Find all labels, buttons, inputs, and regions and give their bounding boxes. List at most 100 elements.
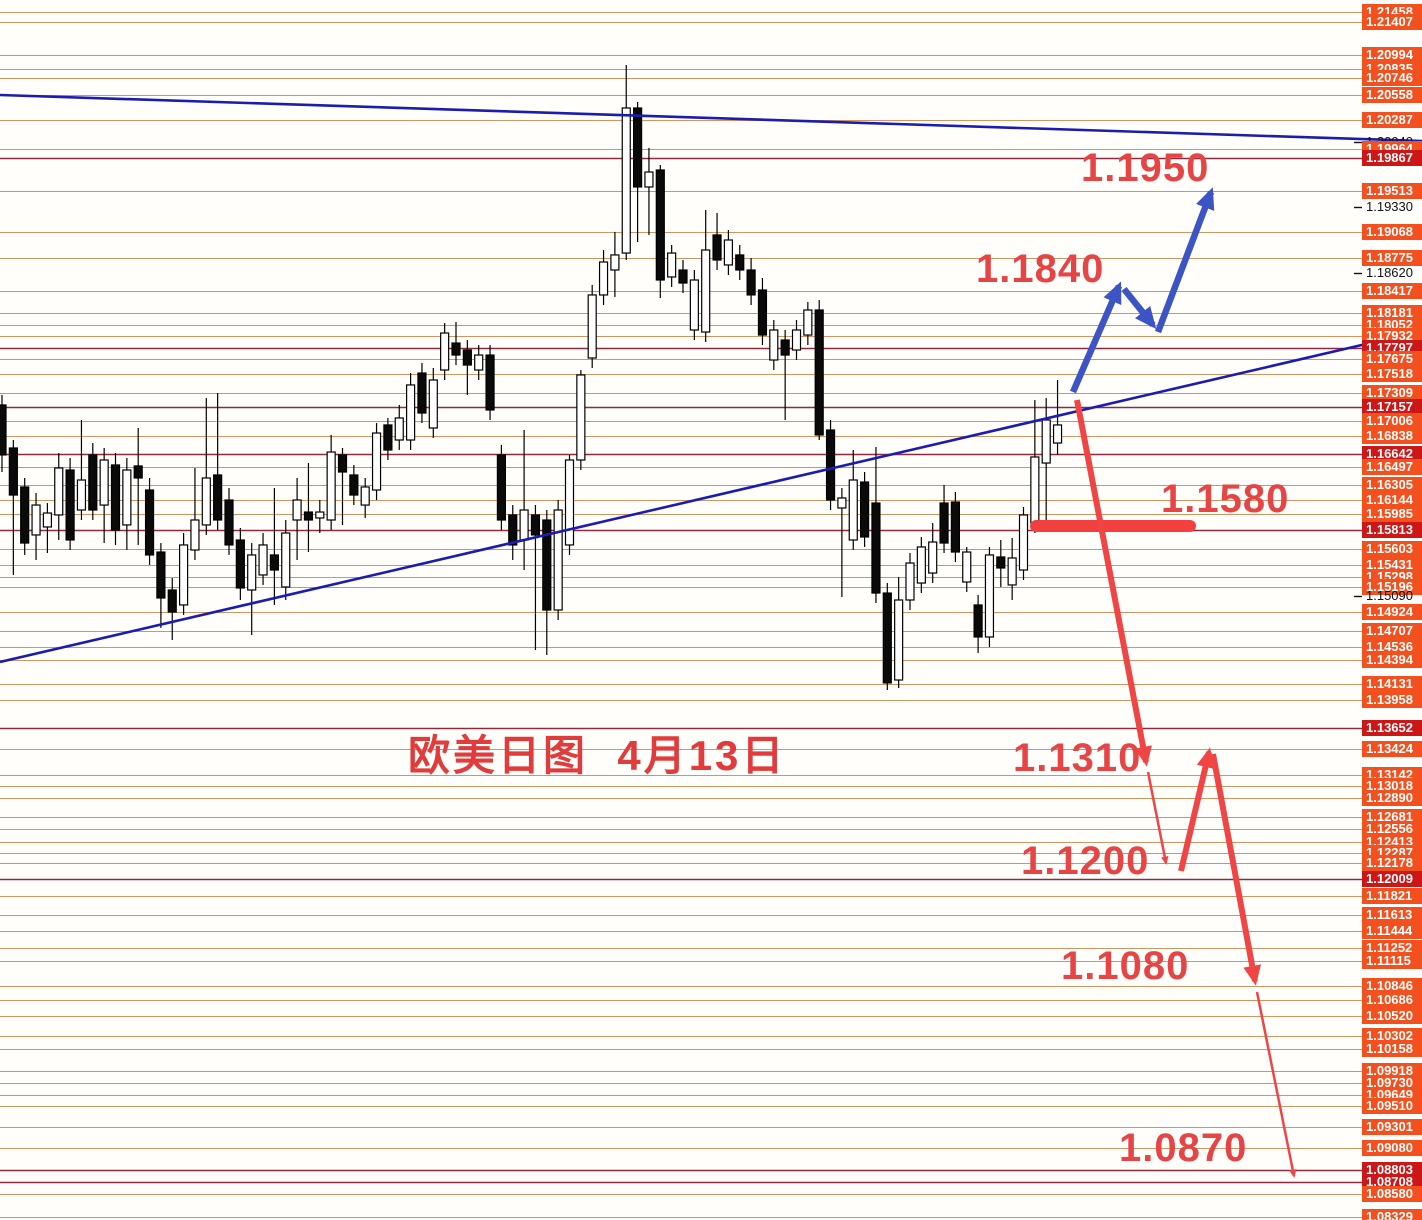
price-axis-label: 1.10686 [1362,992,1422,1008]
bear-candle [996,556,1006,569]
target-price-label[interactable]: 1.1950 [1081,146,1210,190]
red-projection-arrow [1210,753,1262,986]
bull-candle [962,551,972,583]
bear-candle [303,511,314,521]
bull-candle [621,107,631,254]
price-axis-label: 1.15603 [1362,541,1422,557]
target-price-label[interactable]: 1.1200 [1021,839,1150,883]
bull-candle [984,554,995,638]
projection-arrows [1070,187,1297,1178]
price-axis-label: 1.09080 [1362,1140,1422,1156]
bull-candle [428,379,438,429]
bull-candle [519,509,529,541]
target-price-label[interactable]: 1.0870 [1119,1126,1248,1170]
bull-candle [928,541,938,574]
bear-candle [735,254,745,271]
price-axis-label: 1.15090 [1366,588,1413,603]
price-axis-label: 1.10302 [1362,1028,1422,1044]
price-axis-label: 1.12890 [1362,790,1422,806]
bear-candle [20,486,30,544]
target-price-label[interactable]: 1.1840 [976,247,1105,291]
bear-candle [973,604,983,638]
price-axis-label: 1.18417 [1362,283,1422,299]
price-axis-label: 1.17006 [1362,413,1422,429]
price-axis-label: 1.19513 [1362,183,1422,199]
bear-candle [8,447,18,496]
bull-candle [905,562,915,601]
bull-candle [440,332,450,371]
price-axis-label: 1.19330 [1366,199,1413,214]
bull-candle [576,374,586,461]
target-price-label[interactable]: 1.1310 [1013,736,1142,780]
bear-candle [814,309,824,436]
bear-candle [678,269,688,284]
bear-candle [859,481,870,538]
price-axis-label: 1.14536 [1362,639,1422,655]
price-axis-label: 1.11115 [1362,953,1422,969]
bear-candle [65,469,75,541]
price-axis-label: 1.12556 [1362,821,1422,837]
bear-candle [496,454,506,521]
bear-candle [508,514,518,546]
bear-candle [746,269,756,296]
bull-candle [848,479,858,541]
bull-candle [1018,514,1029,571]
price-axis-label: 1.21407 [1362,14,1422,30]
candlesticks [0,64,1063,690]
bear-candle [542,519,552,611]
bull-candle [701,249,711,333]
bull-candle [791,329,802,351]
bull-candle [916,546,926,584]
bull-candle [122,469,132,526]
price-axis-label: 1.14924 [1362,604,1422,620]
price-axis-label: 1.18775 [1362,250,1422,266]
bull-candle [689,279,699,331]
bear-candle [825,429,836,501]
price-axis-label: 1.17675 [1362,351,1422,367]
red-projection-arrow [1255,991,1297,1178]
target-price-label[interactable]: 1.1080 [1061,944,1190,988]
price-axis-label: 1.10158 [1362,1041,1422,1057]
price-axis-label: 1.15196 [1362,579,1422,595]
price-axis-label: 1.18620 [1366,265,1413,280]
blue-projection-arrow [1070,281,1122,394]
price-axis-label: 1.11821 [1362,888,1422,904]
bull-candle [99,459,109,506]
bull-candle [42,512,53,528]
price-axis-label: 1.16497 [1362,459,1422,475]
bear-candle [235,539,245,589]
bull-candle [723,239,734,266]
bull-candle [360,486,370,506]
price-axis-label: 1.16642 [1362,446,1422,462]
bull-candle [1030,456,1040,524]
bear-candle [712,234,722,261]
bear-candle [167,589,177,613]
upper-resistance-line [0,93,1422,143]
bear-candle [156,551,166,599]
bear-candle [780,339,790,356]
price-axis-label: 1.12178 [1362,855,1422,871]
bull-candle [587,294,597,359]
bear-candle [632,107,643,188]
price-axis-label: 1.17309 [1362,385,1422,401]
axis-ticks [1354,141,1362,598]
bear-candle [871,502,881,594]
price-axis-label: 1.08329 [1362,1209,1422,1220]
red-projection-arrow [1146,771,1169,865]
bull-candle [1007,557,1017,586]
bull-candle [326,451,336,521]
bear-candle [417,372,427,414]
bull-candle [247,554,257,591]
price-axis-label: 1.20746 [1362,70,1422,86]
bear-candle [757,289,768,336]
bull-candle [281,532,291,588]
bear-candle [655,169,665,281]
bull-candle [76,479,87,511]
price-axis-label: 1.15813 [1362,522,1422,538]
bull-candle [803,309,813,336]
target-price-label[interactable]: 1.1580 [1161,477,1290,521]
bear-candle [383,424,393,451]
bull-candle [598,261,609,296]
